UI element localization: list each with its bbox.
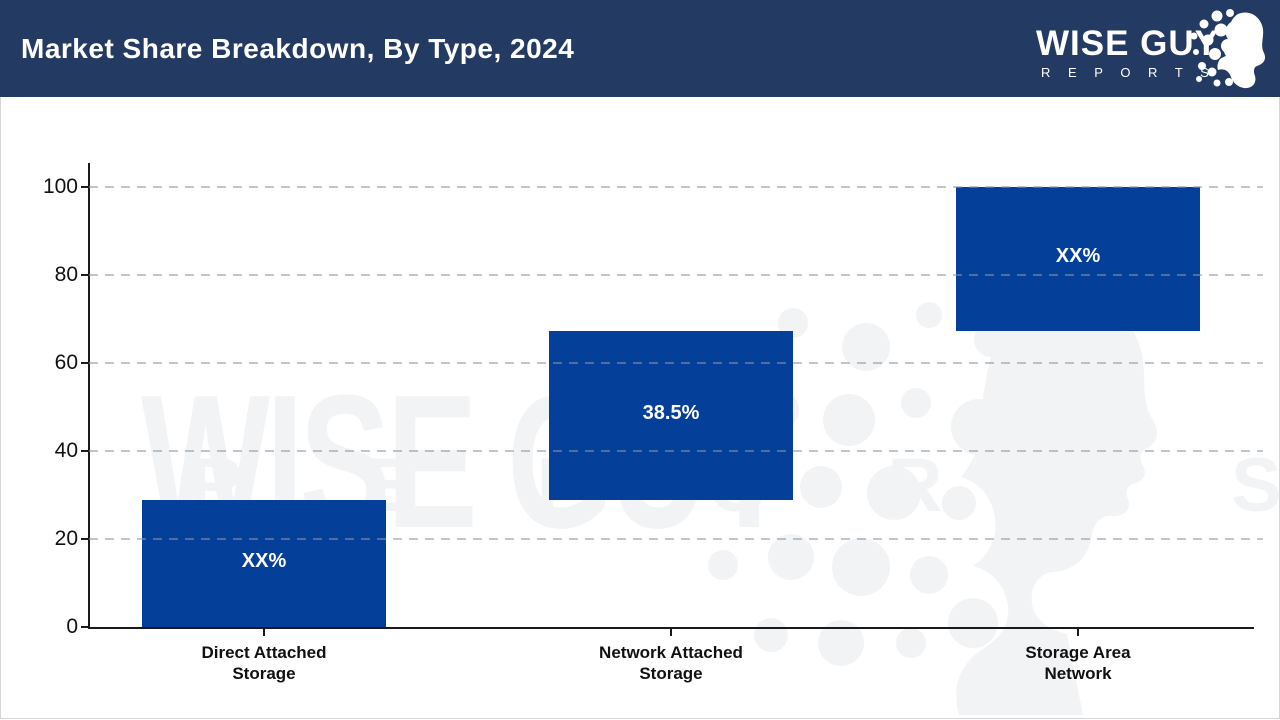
- x-tick-2: [1077, 629, 1079, 636]
- y-tick-60: [81, 362, 88, 364]
- gridline-y-20: [89, 538, 1263, 540]
- gridline-y-40: [89, 450, 1263, 452]
- x-tick-1: [670, 629, 672, 636]
- x-category-label-1: Network Attached Storage: [599, 643, 743, 683]
- x-category-label-0: Direct Attached Storage: [201, 643, 327, 683]
- y-tick-label-100: 100: [42, 175, 78, 198]
- y-tick-80: [81, 274, 88, 276]
- x-category-label-2: Storage Area Network: [1025, 643, 1131, 683]
- x-axis-line: [88, 627, 1254, 629]
- gridline-y-80: [89, 274, 1263, 276]
- bar-segment-1: [549, 330, 793, 501]
- wise-guy-reports-logo: WISE GUY R E P O R T S: [1008, 6, 1270, 92]
- y-tick-label-20: 20: [54, 527, 78, 550]
- logo-subtitle: R E P O R T S: [1041, 65, 1216, 80]
- logo-face-icon: [1190, 9, 1266, 89]
- bar-value-label-0: XX%: [241, 549, 287, 572]
- gridline-y-60: [89, 362, 1263, 364]
- bar-value-label-2: XX%: [1055, 244, 1101, 267]
- y-tick-100: [81, 186, 88, 188]
- logo-wordmark: WISE GUY: [1036, 24, 1220, 63]
- y-tick-40: [81, 450, 88, 452]
- header-bar: Market Share Breakdown, By Type, 2024 WI…: [0, 0, 1280, 97]
- chart-title: Market Share Breakdown, By Type, 2024: [21, 33, 575, 64]
- y-tick-20: [81, 538, 88, 540]
- y-tick-label-40: 40: [54, 439, 78, 462]
- bar-segment-0: [142, 500, 386, 627]
- bar-segment-2: [956, 187, 1200, 331]
- y-tick-0: [81, 626, 88, 628]
- y-tick-label-60: 60: [54, 351, 78, 374]
- bar-value-label-1: 38.5%: [642, 401, 700, 424]
- y-tick-label-80: 80: [54, 263, 78, 286]
- logo-text: WISE GUY R E P O R T S: [1036, 24, 1219, 80]
- gridline-y-100: [89, 186, 1263, 188]
- y-axis-line: [88, 163, 90, 629]
- y-tick-label-0: 0: [66, 615, 78, 638]
- x-tick-0: [263, 629, 265, 636]
